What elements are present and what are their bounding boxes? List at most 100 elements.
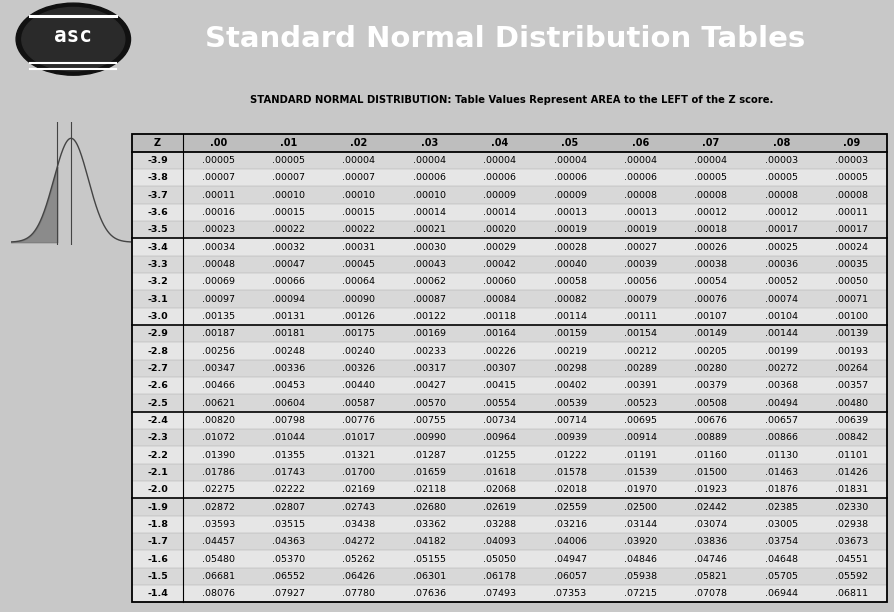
Text: .00008: .00008 bbox=[764, 190, 797, 200]
Bar bbox=[132, 325, 183, 342]
Bar bbox=[394, 135, 465, 152]
Text: .00280: .00280 bbox=[695, 364, 728, 373]
Bar bbox=[132, 498, 183, 516]
Text: .03836: .03836 bbox=[695, 537, 728, 547]
Text: .00111: .00111 bbox=[624, 312, 657, 321]
Bar bbox=[816, 342, 887, 360]
Bar bbox=[605, 290, 676, 308]
Bar bbox=[816, 152, 887, 169]
Bar bbox=[183, 135, 253, 152]
Text: .06: .06 bbox=[632, 138, 649, 148]
Bar bbox=[676, 412, 746, 429]
Bar bbox=[324, 550, 394, 568]
Text: .07780: .07780 bbox=[342, 589, 375, 598]
Text: .03362: .03362 bbox=[413, 520, 446, 529]
Bar bbox=[253, 204, 324, 221]
Bar bbox=[253, 498, 324, 516]
Text: .00062: .00062 bbox=[413, 277, 446, 286]
Text: .01463: .01463 bbox=[764, 468, 797, 477]
Text: .00004: .00004 bbox=[624, 156, 657, 165]
Bar bbox=[253, 394, 324, 412]
Bar bbox=[253, 464, 324, 481]
Bar bbox=[132, 239, 183, 256]
Bar bbox=[816, 169, 887, 187]
Text: .00480: .00480 bbox=[835, 398, 868, 408]
Text: .00029: .00029 bbox=[484, 242, 516, 252]
Bar bbox=[183, 152, 253, 169]
Text: -1.6: -1.6 bbox=[148, 554, 168, 564]
Text: .00042: .00042 bbox=[484, 260, 516, 269]
Text: .00889: .00889 bbox=[695, 433, 728, 442]
Text: .00256: .00256 bbox=[202, 346, 235, 356]
Text: .06944: .06944 bbox=[764, 589, 797, 598]
Bar bbox=[816, 290, 887, 308]
Text: .05480: .05480 bbox=[202, 554, 235, 564]
Bar bbox=[394, 429, 465, 446]
Text: .00052: .00052 bbox=[764, 277, 797, 286]
Bar bbox=[535, 498, 605, 516]
Text: .00523: .00523 bbox=[624, 398, 657, 408]
Bar bbox=[465, 446, 535, 464]
Bar bbox=[535, 325, 605, 342]
Text: .02500: .02500 bbox=[624, 502, 657, 512]
Bar bbox=[746, 585, 816, 602]
Text: .00005: .00005 bbox=[764, 173, 797, 182]
Text: .00007: .00007 bbox=[342, 173, 375, 182]
Text: .00587: .00587 bbox=[342, 398, 375, 408]
Text: .06426: .06426 bbox=[342, 572, 375, 581]
Text: .00008: .00008 bbox=[624, 190, 657, 200]
Bar bbox=[183, 498, 253, 516]
Bar bbox=[132, 152, 183, 169]
Text: .05592: .05592 bbox=[835, 572, 868, 581]
Bar bbox=[465, 256, 535, 273]
Bar bbox=[535, 187, 605, 204]
Text: .01876: .01876 bbox=[764, 485, 797, 494]
Bar bbox=[183, 325, 253, 342]
Bar bbox=[324, 585, 394, 602]
Bar bbox=[605, 550, 676, 568]
Text: .00047: .00047 bbox=[272, 260, 305, 269]
Text: .00554: .00554 bbox=[484, 398, 516, 408]
Bar bbox=[183, 377, 253, 394]
Text: .00114: .00114 bbox=[553, 312, 586, 321]
Bar bbox=[816, 256, 887, 273]
Text: -3.1: -3.1 bbox=[148, 294, 168, 304]
Bar bbox=[253, 308, 324, 325]
Text: .04457: .04457 bbox=[202, 537, 235, 547]
Bar bbox=[253, 585, 324, 602]
Bar bbox=[324, 169, 394, 187]
Bar bbox=[746, 498, 816, 516]
Bar bbox=[816, 221, 887, 239]
Bar bbox=[605, 464, 676, 481]
Text: .02118: .02118 bbox=[413, 485, 446, 494]
Bar bbox=[324, 221, 394, 239]
Bar bbox=[183, 204, 253, 221]
Bar bbox=[746, 446, 816, 464]
Text: .00714: .00714 bbox=[553, 416, 586, 425]
Text: .00017: .00017 bbox=[764, 225, 797, 234]
Text: .02385: .02385 bbox=[764, 502, 797, 512]
Bar bbox=[465, 204, 535, 221]
Ellipse shape bbox=[16, 3, 131, 75]
Bar bbox=[465, 377, 535, 394]
Text: .01390: .01390 bbox=[202, 450, 235, 460]
Bar bbox=[253, 412, 324, 429]
Text: -2.7: -2.7 bbox=[148, 364, 168, 373]
Bar bbox=[746, 152, 816, 169]
Text: .03005: .03005 bbox=[764, 520, 797, 529]
Bar bbox=[746, 187, 816, 204]
Text: -3.2: -3.2 bbox=[148, 277, 168, 286]
Bar bbox=[535, 221, 605, 239]
Text: .00169: .00169 bbox=[413, 329, 446, 338]
Text: .00018: .00018 bbox=[695, 225, 728, 234]
Bar bbox=[746, 342, 816, 360]
Text: .00347: .00347 bbox=[202, 364, 235, 373]
Bar bbox=[465, 135, 535, 152]
Bar bbox=[132, 135, 887, 602]
Text: .02330: .02330 bbox=[835, 502, 868, 512]
Text: .00082: .00082 bbox=[553, 294, 586, 304]
Text: .03515: .03515 bbox=[272, 520, 305, 529]
Bar bbox=[816, 412, 887, 429]
Text: .00734: .00734 bbox=[483, 416, 517, 425]
Bar bbox=[676, 516, 746, 533]
